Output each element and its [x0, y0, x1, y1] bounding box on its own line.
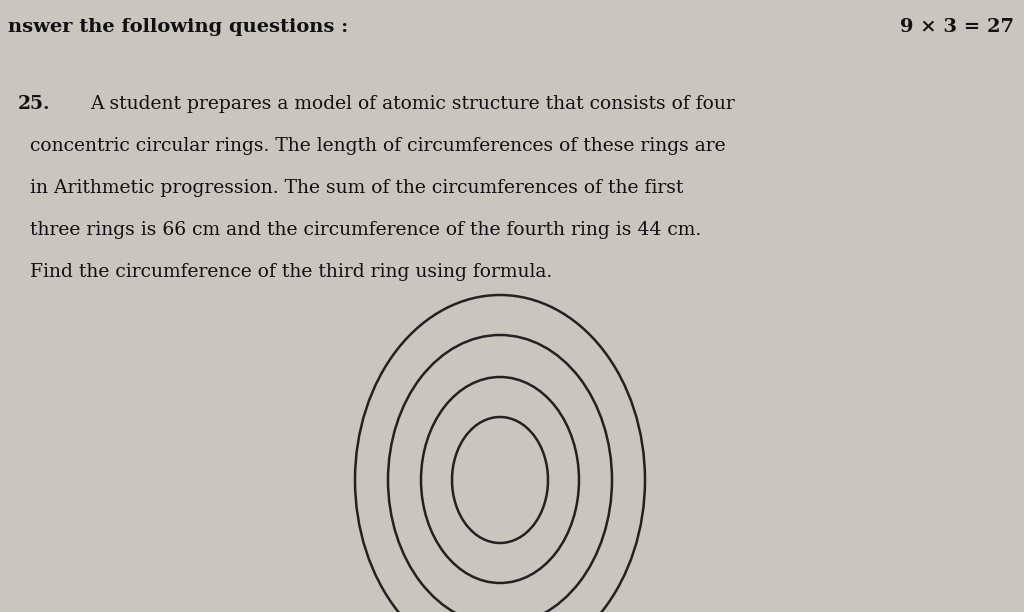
- Text: nswer the following questions :: nswer the following questions :: [8, 18, 348, 36]
- Text: three rings is 66 cm and the circumference of the fourth ring is 44 cm.: three rings is 66 cm and the circumferen…: [30, 221, 701, 239]
- Text: in Arithmetic progression. The sum of the circumferences of the first: in Arithmetic progression. The sum of th…: [30, 179, 683, 197]
- Text: concentric circular rings. The length of circumferences of these rings are: concentric circular rings. The length of…: [30, 137, 726, 155]
- Text: 25.: 25.: [18, 95, 50, 113]
- Text: 9 × 3 = 27: 9 × 3 = 27: [900, 18, 1014, 36]
- Text: Find the circumference of the third ring using formula.: Find the circumference of the third ring…: [30, 263, 552, 281]
- Text: A student prepares a model of atomic structure that consists of four: A student prepares a model of atomic str…: [90, 95, 735, 113]
